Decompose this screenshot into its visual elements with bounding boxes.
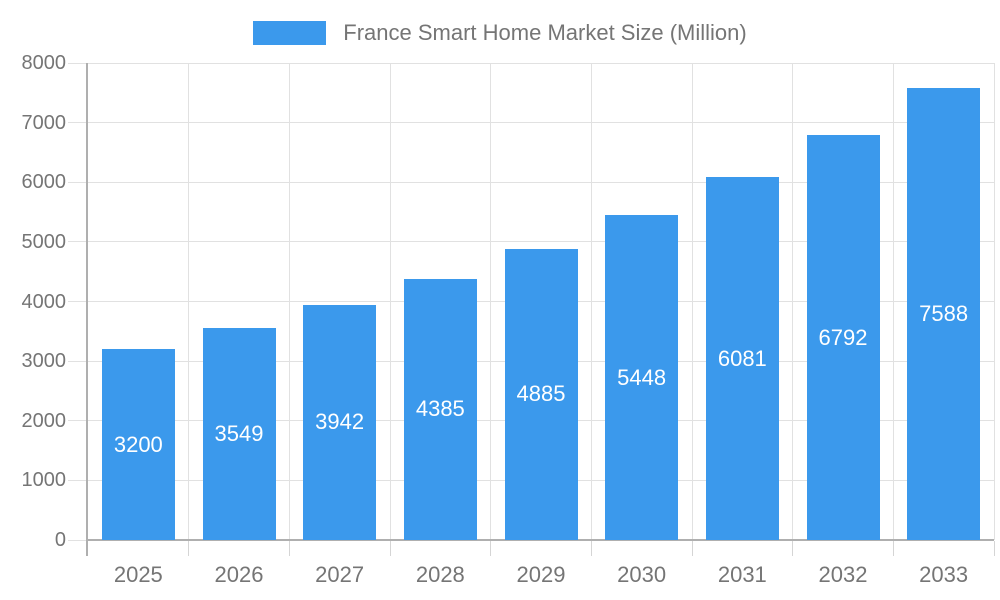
category-gridline: [691, 63, 693, 540]
x-axis-label: 2028: [415, 562, 465, 587]
legend[interactable]: France Smart Home Market Size (Million): [0, 18, 1000, 48]
x-axis-label: 2030: [617, 562, 667, 587]
y-gridline: [68, 62, 994, 64]
bar[interactable]: [907, 87, 981, 540]
y-axis-label: 3000: [21, 350, 67, 373]
bar[interactable]: [303, 304, 377, 540]
bar-value-label: 7588: [919, 300, 969, 326]
category-gridline: [590, 63, 592, 540]
bar[interactable]: [202, 328, 276, 540]
x-axis-tick: [590, 541, 592, 556]
bar-value-label: 4385: [415, 396, 465, 422]
x-axis-tick: [993, 541, 995, 556]
bar-value-label: 3200: [113, 431, 163, 457]
bar[interactable]: [504, 248, 578, 540]
x-axis-label: 2025: [113, 562, 163, 587]
x-axis-label: 2026: [214, 562, 264, 587]
bar[interactable]: [705, 177, 779, 540]
category-gridline: [288, 63, 290, 540]
y-gridline: [68, 122, 994, 124]
x-axis-tick: [792, 541, 794, 556]
bar-value-label: 5448: [617, 364, 667, 390]
category-gridline: [792, 63, 794, 540]
bar[interactable]: [403, 278, 477, 540]
x-axis-tick: [389, 541, 391, 556]
x-axis-tick: [490, 541, 492, 556]
y-axis-label: 6000: [21, 171, 67, 194]
x-axis-tick: [892, 541, 894, 556]
category-gridline: [892, 63, 894, 540]
bar-value-label: 4885: [516, 381, 566, 407]
x-axis-label: 2029: [516, 562, 566, 587]
bar[interactable]: [605, 215, 679, 540]
y-axis-line: [86, 63, 88, 556]
x-axis-label: 2033: [919, 562, 969, 587]
category-gridline: [389, 63, 391, 540]
category-gridline: [188, 63, 190, 540]
y-axis-label: 0: [54, 529, 66, 551]
bar[interactable]: [806, 135, 880, 540]
y-axis-label: 8000: [21, 52, 67, 74]
legend-swatch: [253, 21, 327, 45]
bar[interactable]: [101, 349, 175, 540]
x-axis-label: 2027: [315, 562, 365, 587]
y-axis-tick: [68, 539, 88, 541]
x-axis-label: 2032: [818, 562, 868, 587]
y-gridline: [68, 181, 994, 183]
category-gridline: [490, 63, 492, 540]
bar-value-label: 6792: [818, 324, 868, 350]
bar-value-label: 6081: [717, 345, 767, 371]
y-axis-label: 2000: [21, 409, 67, 432]
y-axis-label: 5000: [21, 230, 67, 253]
y-axis-label: 7000: [21, 111, 67, 134]
x-axis-tick: [691, 541, 693, 556]
bar-value-label: 3549: [214, 421, 264, 447]
x-axis-tick: [188, 541, 190, 556]
category-gridline: [993, 63, 995, 540]
y-gridline: [68, 241, 994, 243]
y-axis-label: 1000: [21, 469, 67, 492]
legend-label: France Smart Home Market Size (Million): [343, 20, 747, 45]
y-axis-label: 4000: [21, 290, 67, 313]
x-axis-tick: [288, 541, 290, 556]
x-axis-label: 2031: [717, 562, 767, 587]
x-axis-line: [87, 539, 994, 541]
bar-value-label: 3942: [315, 409, 365, 435]
